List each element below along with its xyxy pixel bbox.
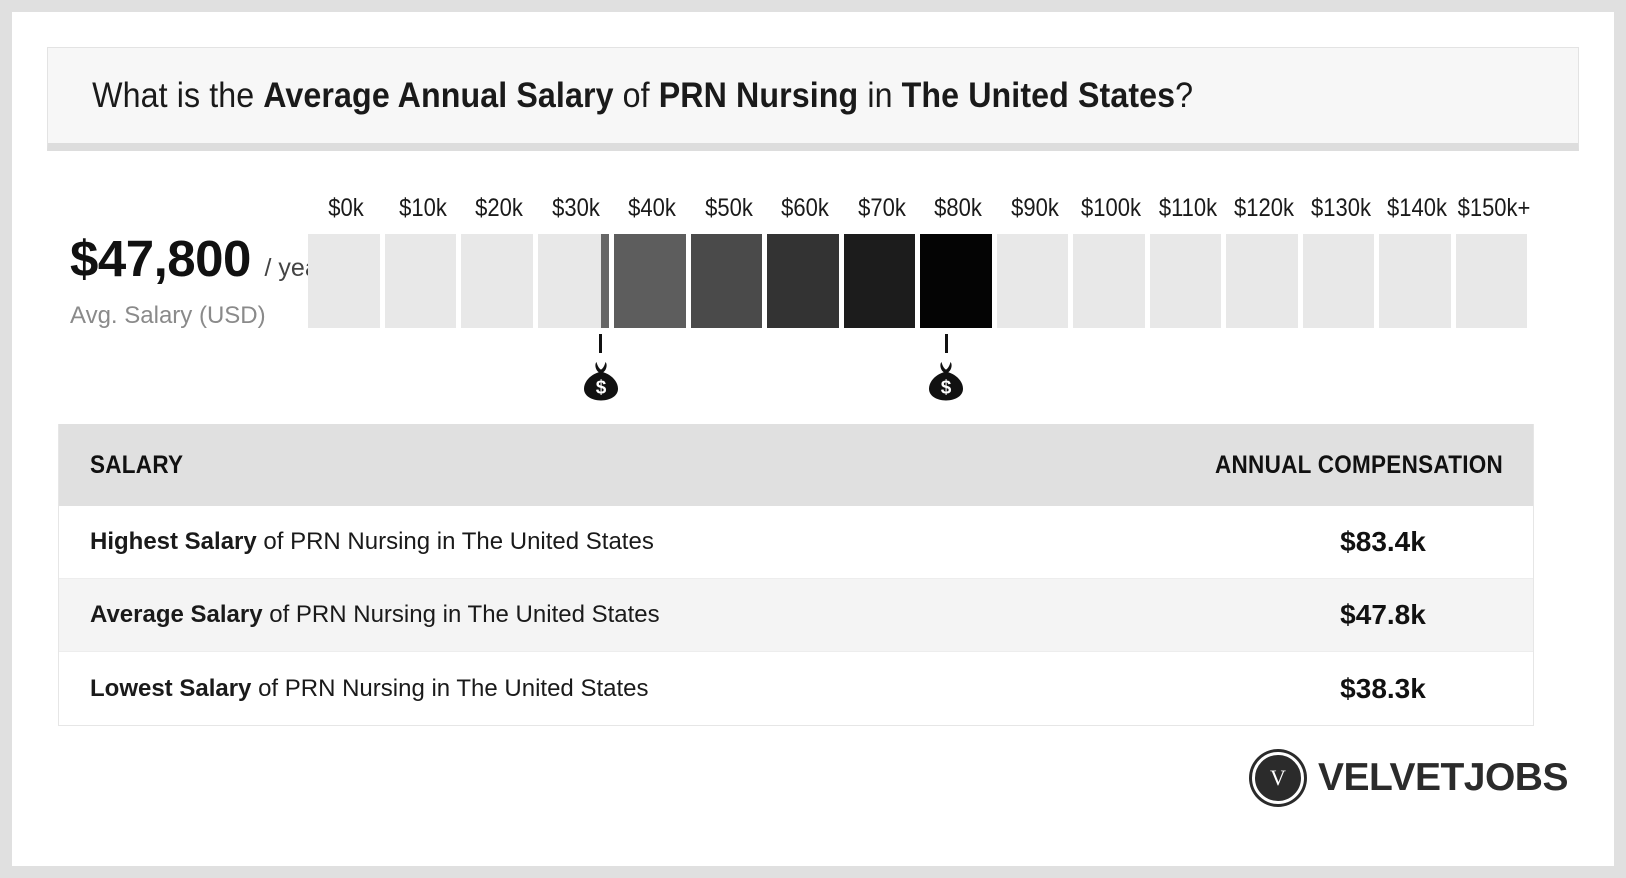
table-cell-annual-compensation: $47.8k — [1340, 599, 1426, 630]
bar-segment-inactive — [996, 234, 1068, 328]
infographic-card: What is the Average Annual Salary of PRN… — [12, 12, 1614, 866]
title-suffix: ? — [1175, 75, 1194, 115]
average-salary-amount: $47,800 / year — [70, 230, 327, 287]
average-salary-caption: Avg. Salary (USD) — [70, 302, 266, 329]
velvetjobs-logo[interactable]: V VELVETJOBS — [1251, 752, 1569, 804]
salary-label-rest: of PRN Nursing in The United States — [256, 528, 654, 555]
bar-segment-inactive — [384, 234, 456, 328]
axis-tick-label: $110k — [1158, 194, 1217, 222]
bar-segment-inactive — [1226, 234, 1298, 328]
salary-table: SALARY ANNUAL COMPENSATION Highest Salar… — [58, 424, 1534, 726]
title-mid-1: of — [613, 75, 659, 115]
axis-tick-label: $140k — [1387, 194, 1448, 222]
title-bold-job: PRN Nursing — [658, 75, 859, 115]
money-bag-icon: $ — [578, 359, 624, 403]
title-bold-location: The United States — [901, 75, 1176, 115]
salary-axis: $0k $10k $20k $30k $40k $50k $60k $70k $80k $90k $… — [308, 194, 1580, 224]
bar-segment-inactive — [1302, 234, 1374, 328]
table-header-row: SALARY ANNUAL COMPENSATION — [59, 424, 1533, 506]
bar-segment-inactive — [1149, 234, 1221, 328]
svg-text:$: $ — [596, 378, 607, 399]
bar-segment-active — [767, 234, 839, 328]
bar-segment-active — [920, 234, 992, 328]
money-bag-icon: $ — [923, 359, 969, 403]
bar-segment-active — [843, 234, 915, 328]
bar-segment-inactive — [461, 234, 533, 328]
axis-tick-label: $0k — [328, 194, 364, 222]
bar-segment-active — [690, 234, 762, 328]
average-salary-value: $47,800 — [70, 230, 251, 287]
table-cell-salary-label: Average Salary of PRN Nursing in The Uni… — [90, 601, 660, 629]
page-title: What is the Average Annual Salary of PRN… — [48, 76, 1193, 116]
axis-tick-label: $20k — [475, 194, 524, 222]
table-body: Highest Salary of PRN Nursing in The Uni… — [59, 506, 1533, 725]
axis-tick-label: $120k — [1234, 194, 1295, 222]
salary-range-bar — [308, 234, 1532, 328]
bar-segment-active — [614, 234, 686, 328]
table-cell-salary-label: Highest Salary of PRN Nursing in The Uni… — [90, 528, 654, 556]
bar-segment-inactive — [1455, 234, 1527, 328]
marker-stem — [944, 334, 948, 353]
bar-segment-inactive — [1379, 234, 1451, 328]
salary-label-emphasis: Average Salary — [90, 601, 263, 628]
bar-segment-partial-active — [600, 234, 609, 328]
axis-tick-label: $10k — [398, 194, 447, 222]
axis-tick-label: $90k — [1010, 194, 1059, 222]
bar-segment-inactive — [537, 234, 609, 328]
table-row: Average Salary of PRN Nursing in The Uni… — [59, 579, 1533, 652]
marker-stem — [599, 334, 603, 353]
salary-label-emphasis: Highest Salary — [90, 528, 257, 555]
svg-text:$: $ — [941, 378, 952, 399]
axis-tick-label: $80k — [934, 194, 983, 222]
money-bag-low: $ — [578, 334, 624, 403]
salary-label-emphasis: Lowest Salary — [90, 674, 252, 702]
axis-tick-label: $50k — [704, 194, 753, 222]
axis-tick-label: $130k — [1310, 194, 1371, 222]
axis-tick-label: $100k — [1081, 194, 1142, 222]
logo-badge-icon: V — [1251, 752, 1304, 804]
axis-tick-label: $150k+ — [1457, 194, 1531, 222]
table-row: Highest Salary of PRN Nursing in The Uni… — [59, 506, 1533, 579]
axis-tick-label: $30k — [551, 194, 600, 222]
column-header-annual-compensation: ANNUAL COMPENSATION — [1214, 450, 1503, 479]
axis-tick-label: $60k — [781, 194, 830, 222]
salary-label-rest: of PRN Nursing in The United States — [251, 674, 649, 702]
average-salary-summary: $47,800 / year Avg. Salary (USD) — [70, 230, 327, 330]
logo-wordmark: VELVETJOBS — [1317, 756, 1569, 799]
money-bag-high: $ — [923, 334, 969, 403]
table-row: Lowest Salary of PRN Nursing in The Unit… — [59, 652, 1533, 725]
title-bold-average-annual-salary: Average Annual Salary — [263, 75, 614, 115]
title-banner: What is the Average Annual Salary of PRN… — [47, 47, 1579, 151]
table-cell-annual-compensation: $83.4k — [1340, 526, 1426, 557]
axis-tick-label: $40k — [628, 194, 677, 222]
column-header-salary: SALARY — [90, 450, 184, 479]
table-cell-annual-compensation: $38.3k — [1340, 672, 1426, 704]
axis-tick-label: $70k — [857, 194, 906, 222]
title-mid-2: in — [858, 75, 902, 115]
title-prefix: What is the — [92, 75, 264, 115]
table-cell-salary-label: Lowest Salary of PRN Nursing in The Unit… — [90, 675, 648, 703]
bar-segment-inactive — [308, 234, 380, 328]
salary-label-rest: of PRN Nursing in The United States — [262, 601, 660, 628]
bar-segment-inactive — [1073, 234, 1145, 328]
